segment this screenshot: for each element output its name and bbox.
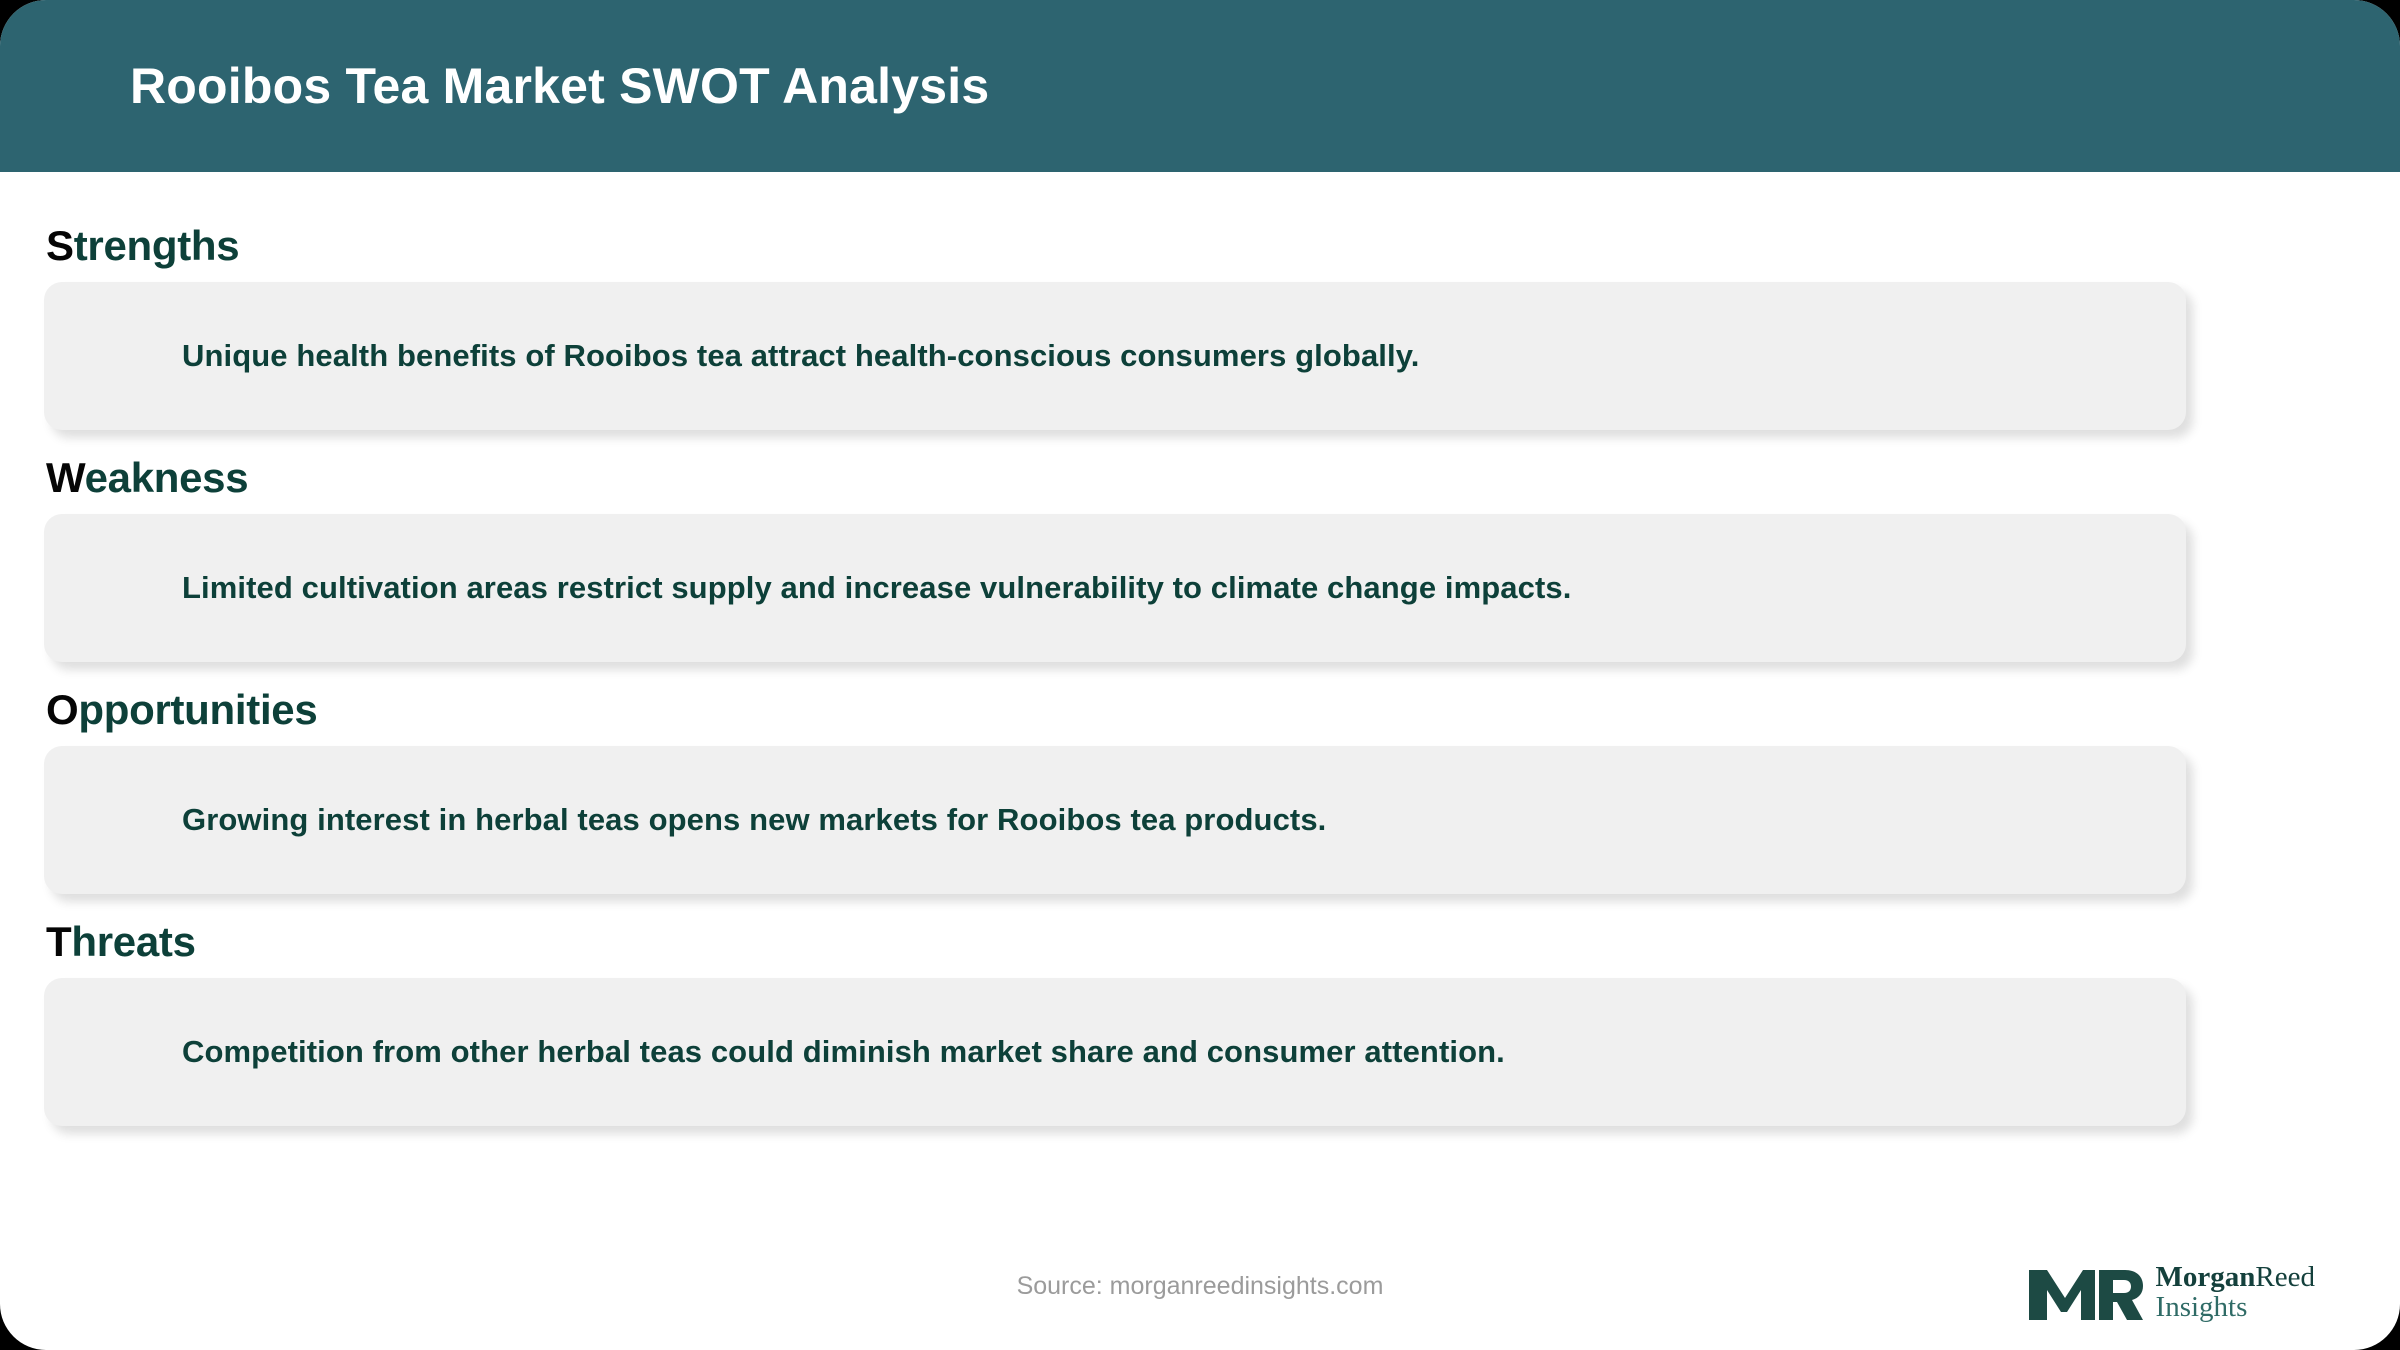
section-heading-strengths: Strengths	[46, 222, 2356, 269]
logo-word-reed: Reed	[2255, 1261, 2315, 1294]
section-heading-opportunities: Opportunities	[46, 688, 2356, 732]
section-heading-rest: trengths	[73, 222, 240, 269]
swot-section-opportunities: Opportunities Growing interest in herbal…	[44, 688, 2356, 895]
swot-card-text: Competition from other herbal teas could…	[182, 1034, 1505, 1070]
header-banner: Rooibos Tea Market SWOT Analysis	[0, 0, 2400, 172]
brand-logo: MorganReed Insights	[2025, 1262, 2315, 1324]
section-heading-initial: S	[46, 222, 74, 269]
footer: Source: morganreedinsights.com MorganRee…	[0, 1260, 2400, 1350]
logo-wordmark: MorganReed Insights	[2156, 1263, 2315, 1322]
section-heading-initial: W	[46, 454, 85, 502]
swot-card-opportunities: Growing interest in herbal teas opens ne…	[44, 746, 2186, 895]
page-title: Rooibos Tea Market SWOT Analysis	[130, 58, 990, 114]
source-attribution: Source: morganreedinsights.com	[1016, 1272, 1384, 1300]
mr-monogram-icon	[2028, 1270, 2143, 1320]
swot-card-threats: Competition from other herbal teas could…	[44, 978, 2186, 1127]
swot-card-text: Growing interest in herbal teas opens ne…	[182, 802, 1327, 838]
section-heading-rest: hreats	[71, 918, 196, 966]
logo-line-one: MorganReed	[2156, 1263, 2315, 1293]
swot-section-weakness: Weakness Limited cultivation areas restr…	[44, 456, 2356, 663]
swot-card-strengths: Unique health benefits of Rooibos tea at…	[44, 282, 2186, 431]
section-heading-weakness: Weakness	[46, 456, 2356, 500]
section-heading-rest: pportunities	[78, 686, 318, 734]
section-heading-threats: Threats	[46, 920, 2356, 964]
section-heading-initial: O	[46, 686, 79, 734]
swot-card-weakness: Limited cultivation areas restrict suppl…	[44, 514, 2186, 663]
swot-card-text: Unique health benefits of Rooibos tea at…	[182, 338, 1420, 374]
section-heading-initial: T	[46, 918, 72, 966]
swot-sections: Strengths Unique health benefits of Rooi…	[0, 172, 2400, 1262]
swot-card-text: Limited cultivation areas restrict suppl…	[182, 570, 1572, 606]
swot-section-threats: Threats Competition from other herbal te…	[44, 920, 2356, 1127]
swot-section-strengths: Strengths Unique health benefits of Rooi…	[44, 222, 2356, 431]
logo-word-morgan: Morgan	[2155, 1261, 2256, 1294]
logo-word-insights: Insights	[2155, 1291, 2248, 1323]
section-heading-rest: eakness	[84, 454, 249, 502]
